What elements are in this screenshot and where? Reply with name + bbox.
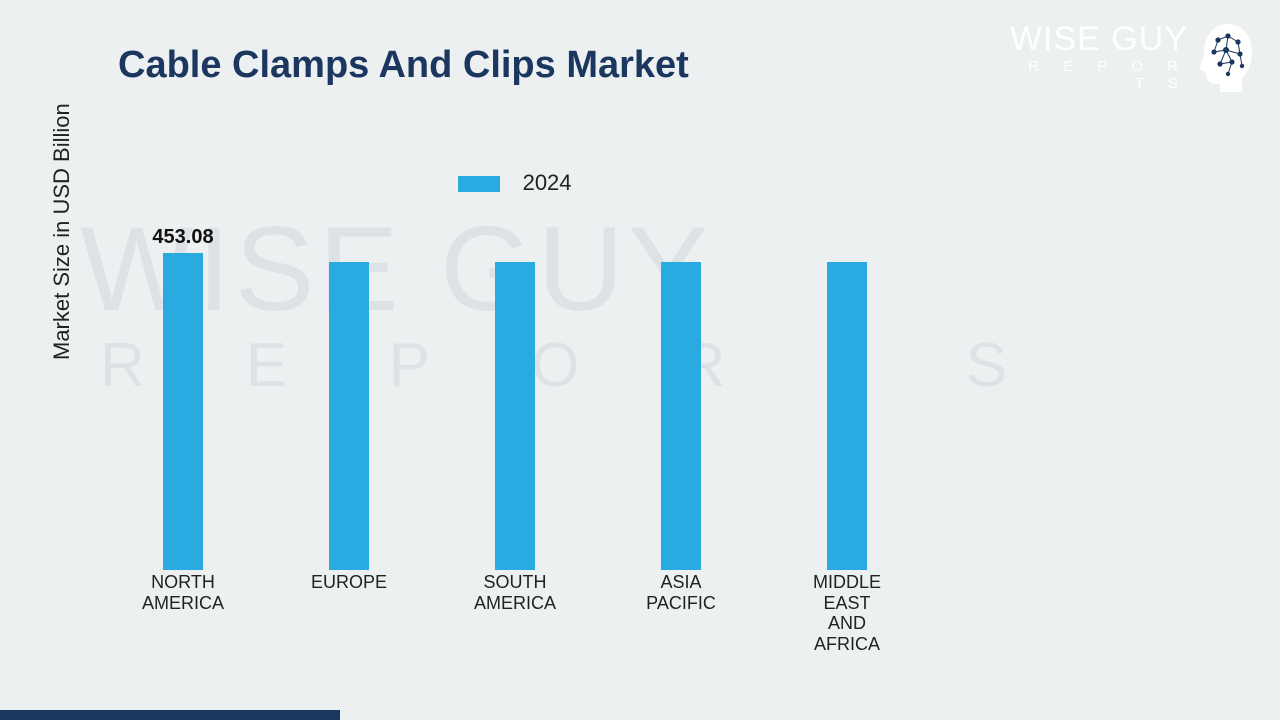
footer-accent-bar [0,710,340,720]
bar-fill [329,262,369,570]
bar [661,220,701,570]
brand-band [970,0,1280,720]
brand-logo: WISE GUY R E P O R T S [994,22,1254,92]
plot-area: 453.08 [100,180,930,570]
bar [827,220,867,570]
bar [329,220,369,570]
x-axis-label: ASIAPACIFIC [606,572,756,613]
bar-fill [495,262,535,570]
bar-fill [661,262,701,570]
x-axis-label: NORTHAMERICA [108,572,258,613]
bars-container: 453.08 [100,180,930,570]
x-axis-label: EUROPE [274,572,424,593]
bar [495,220,535,570]
y-axis-label: Market Size in USD Billion [49,103,75,360]
brand-text: WISE GUY R E P O R T S [994,22,1188,92]
brand-head-icon [1198,22,1254,92]
bar-fill [163,253,203,570]
brand-name: WISE GUY [994,22,1188,56]
x-axis-label: SOUTHAMERICA [440,572,590,613]
x-axis-label: MIDDLEEASTANDAFRICA [772,572,922,655]
chart-stage: WISE GUY R E P O R T S WISE GUY R E P O [0,0,1280,720]
bar-value-label: 453.08 [152,226,213,249]
brand-subtitle: R E P O R T S [994,58,1188,92]
chart-title: Cable Clamps And Clips Market [118,44,689,87]
bar: 453.08 [163,220,203,570]
bar-fill [827,262,867,570]
